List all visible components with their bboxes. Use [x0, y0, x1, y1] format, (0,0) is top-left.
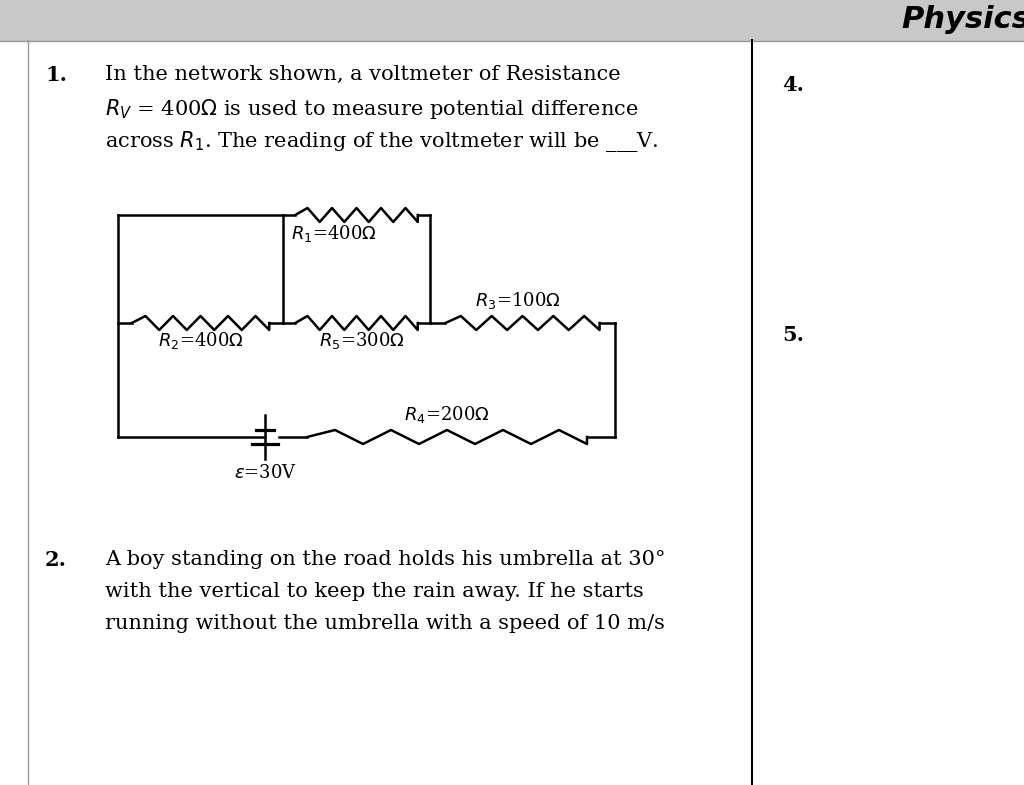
Text: with the vertical to keep the rain away. If he starts: with the vertical to keep the rain away.…	[105, 582, 644, 601]
Text: 5.: 5.	[782, 325, 804, 345]
Text: A boy standing on the road holds his umbrella at 30°: A boy standing on the road holds his umb…	[105, 550, 666, 569]
Text: running without the umbrella with a speed of 10 m/s: running without the umbrella with a spee…	[105, 614, 665, 633]
Text: $R_1$=400$\Omega$: $R_1$=400$\Omega$	[291, 223, 377, 244]
Text: $R_4$=200$\Omega$: $R_4$=200$\Omega$	[404, 404, 489, 425]
Text: $\varepsilon$=30V: $\varepsilon$=30V	[233, 464, 297, 482]
Text: across $R_1$. The reading of the voltmeter will be ___V.: across $R_1$. The reading of the voltmet…	[105, 129, 658, 154]
Text: 4.: 4.	[782, 75, 804, 95]
Text: $R_5$=300$\Omega$: $R_5$=300$\Omega$	[318, 330, 404, 351]
Text: 2.: 2.	[45, 550, 67, 570]
Text: $R_V$ = 400$\Omega$ is used to measure potential difference: $R_V$ = 400$\Omega$ is used to measure p…	[105, 97, 639, 121]
Text: $R_3$=100$\Omega$: $R_3$=100$\Omega$	[475, 290, 560, 311]
Text: Physics: Physics	[901, 5, 1024, 35]
Text: $R_2$=400$\Omega$: $R_2$=400$\Omega$	[158, 330, 244, 351]
Text: In the network shown, a voltmeter of Resistance: In the network shown, a voltmeter of Res…	[105, 65, 621, 84]
Text: 1.: 1.	[45, 65, 67, 85]
Bar	[0, 0, 1024, 40]
